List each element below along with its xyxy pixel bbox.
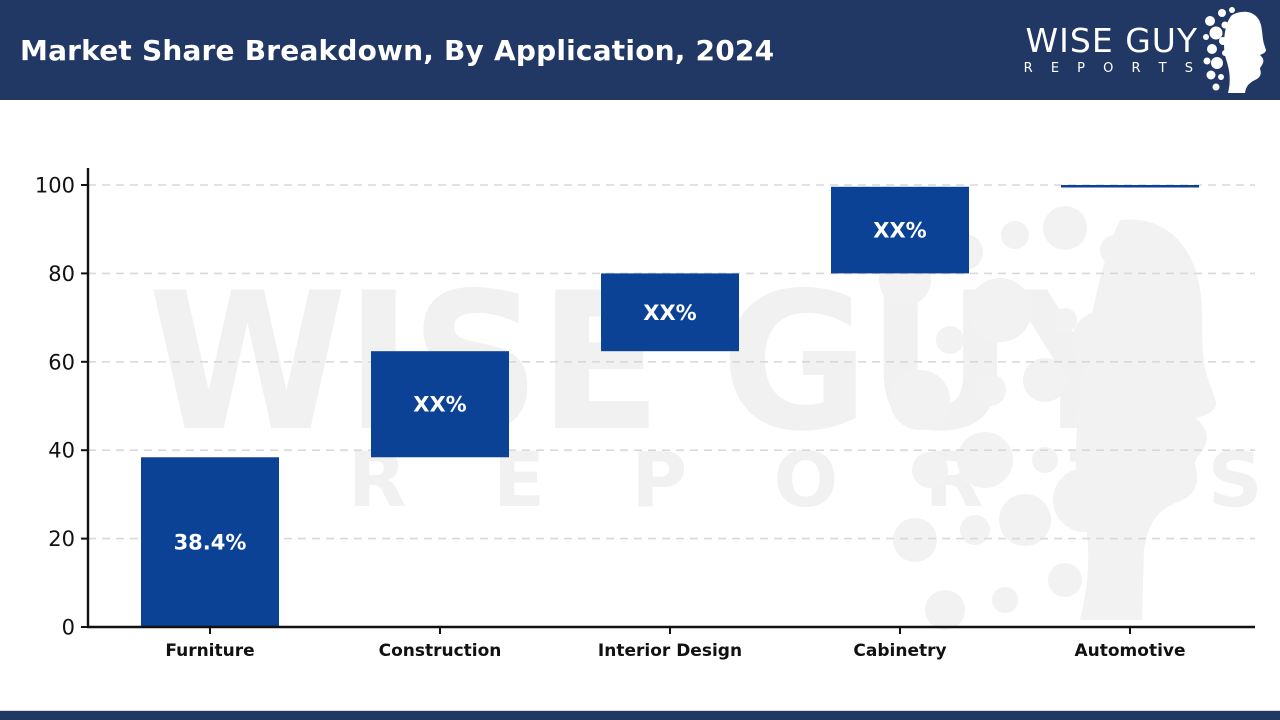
- page-title: Market Share Breakdown, By Application, …: [20, 33, 775, 67]
- y-tick-label-80: 80: [48, 262, 75, 286]
- bar-label-3: XX%: [873, 219, 926, 243]
- x-tick-label-1: Construction: [379, 641, 502, 661]
- y-tick-label-40: 40: [48, 439, 75, 463]
- bar-construction: [371, 351, 509, 458]
- bar-label-2: XX%: [643, 301, 696, 325]
- bar-label-0: 38.4%: [174, 531, 247, 555]
- bar-cabinetry: [831, 186, 969, 274]
- x-tick-label-2: Interior Design: [598, 641, 742, 661]
- bar-label-1: XX%: [413, 393, 466, 417]
- x-tick-label-0: Furniture: [165, 641, 254, 661]
- wise-guy-reports-logo: WISE GUY R E P O R T S: [1024, 7, 1280, 93]
- logo-subtitle: R E P O R T S: [1023, 61, 1200, 76]
- footer-bar: [0, 710, 1280, 720]
- x-tick-label-4: Automotive: [1074, 641, 1185, 661]
- bar-interior-design: [601, 273, 739, 352]
- y-tick-label-100: 100: [35, 174, 75, 198]
- y-tick-label-0: 0: [62, 616, 75, 640]
- bar-furniture: [141, 457, 279, 627]
- header-bar: Market Share Breakdown, By Application, …: [0, 0, 1280, 100]
- y-tick-label-20: 20: [48, 527, 75, 551]
- waterfall-chart: 0 20 40 60 80 100 Furniture Construction Interio…: [35, 168, 1255, 661]
- bar-automotive: [1061, 185, 1199, 188]
- y-tick-label-60: 60: [48, 350, 75, 374]
- logo-text: WISE GUY R E P O R T S: [1024, 24, 1200, 76]
- chart-container: WISE GUY R E P O R T S 0 20 40 60 80 100 Furni…: [0, 100, 1280, 712]
- dotted-head-profile-icon: [1203, 7, 1266, 93]
- logo-wordmark: WISE GUY: [1025, 21, 1199, 60]
- x-tick-label-3: Cabinetry: [853, 641, 946, 661]
